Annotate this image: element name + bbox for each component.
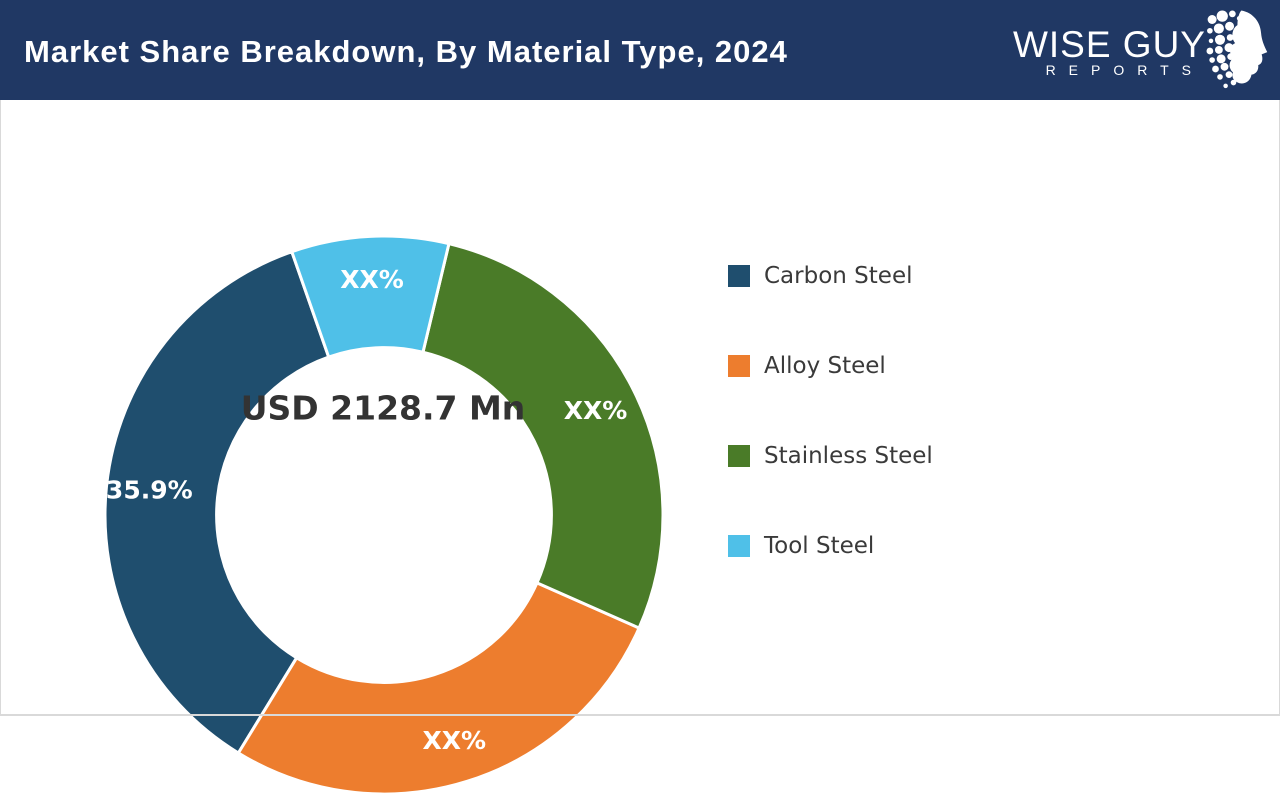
logo-subtitle: REPORTS — [1045, 62, 1204, 78]
legend-swatch-carbon-steel — [728, 265, 750, 287]
legend-label: Alloy Steel — [764, 353, 886, 379]
legend-label: Tool Steel — [764, 533, 875, 559]
slice-percentage-label: XX% — [340, 265, 404, 294]
legend-item-carbon-steel: Carbon Steel — [728, 263, 912, 289]
header-bar: Market Share Breakdown, By Material Type… — [0, 0, 1280, 100]
legend-swatch-alloy-steel — [728, 355, 750, 377]
slice-percentage-label: XX% — [422, 726, 486, 755]
donut-chart: 35.9% XX% XX% XX% — [94, 225, 674, 805]
legend-label: Stainless Steel — [764, 443, 933, 469]
chart-area: 35.9% XX% XX% XX% — [0, 100, 1280, 796]
wise-guy-logo: WISE GUY REPORTS — [1012, 0, 1266, 100]
slice-percentage-label: 35.9% — [106, 476, 193, 505]
logo-head-icon — [1204, 6, 1272, 96]
legend-swatch-tool-steel — [728, 535, 750, 557]
logo-wordmark: WISE GUY — [1012, 24, 1206, 65]
page-title: Market Share Breakdown, By Material Type… — [24, 34, 788, 69]
donut-slice-tool-steel — [290, 234, 451, 359]
legend-label: Carbon Steel — [764, 263, 913, 289]
slice-percentage-label: XX% — [564, 396, 628, 425]
legend-item-stainless-steel: Stainless Steel — [728, 443, 933, 469]
donut-slice-alloy-steel — [236, 581, 641, 796]
legend-item-tool-steel: Tool Steel — [728, 533, 874, 559]
center-value-label: USD 2128.7 Mn — [240, 388, 526, 428]
legend-swatch-stainless-steel — [728, 445, 750, 467]
legend-item-alloy-steel: Alloy Steel — [728, 353, 886, 379]
bottom-divider — [0, 714, 1280, 716]
donut-slice-stainless-steel — [421, 242, 665, 630]
